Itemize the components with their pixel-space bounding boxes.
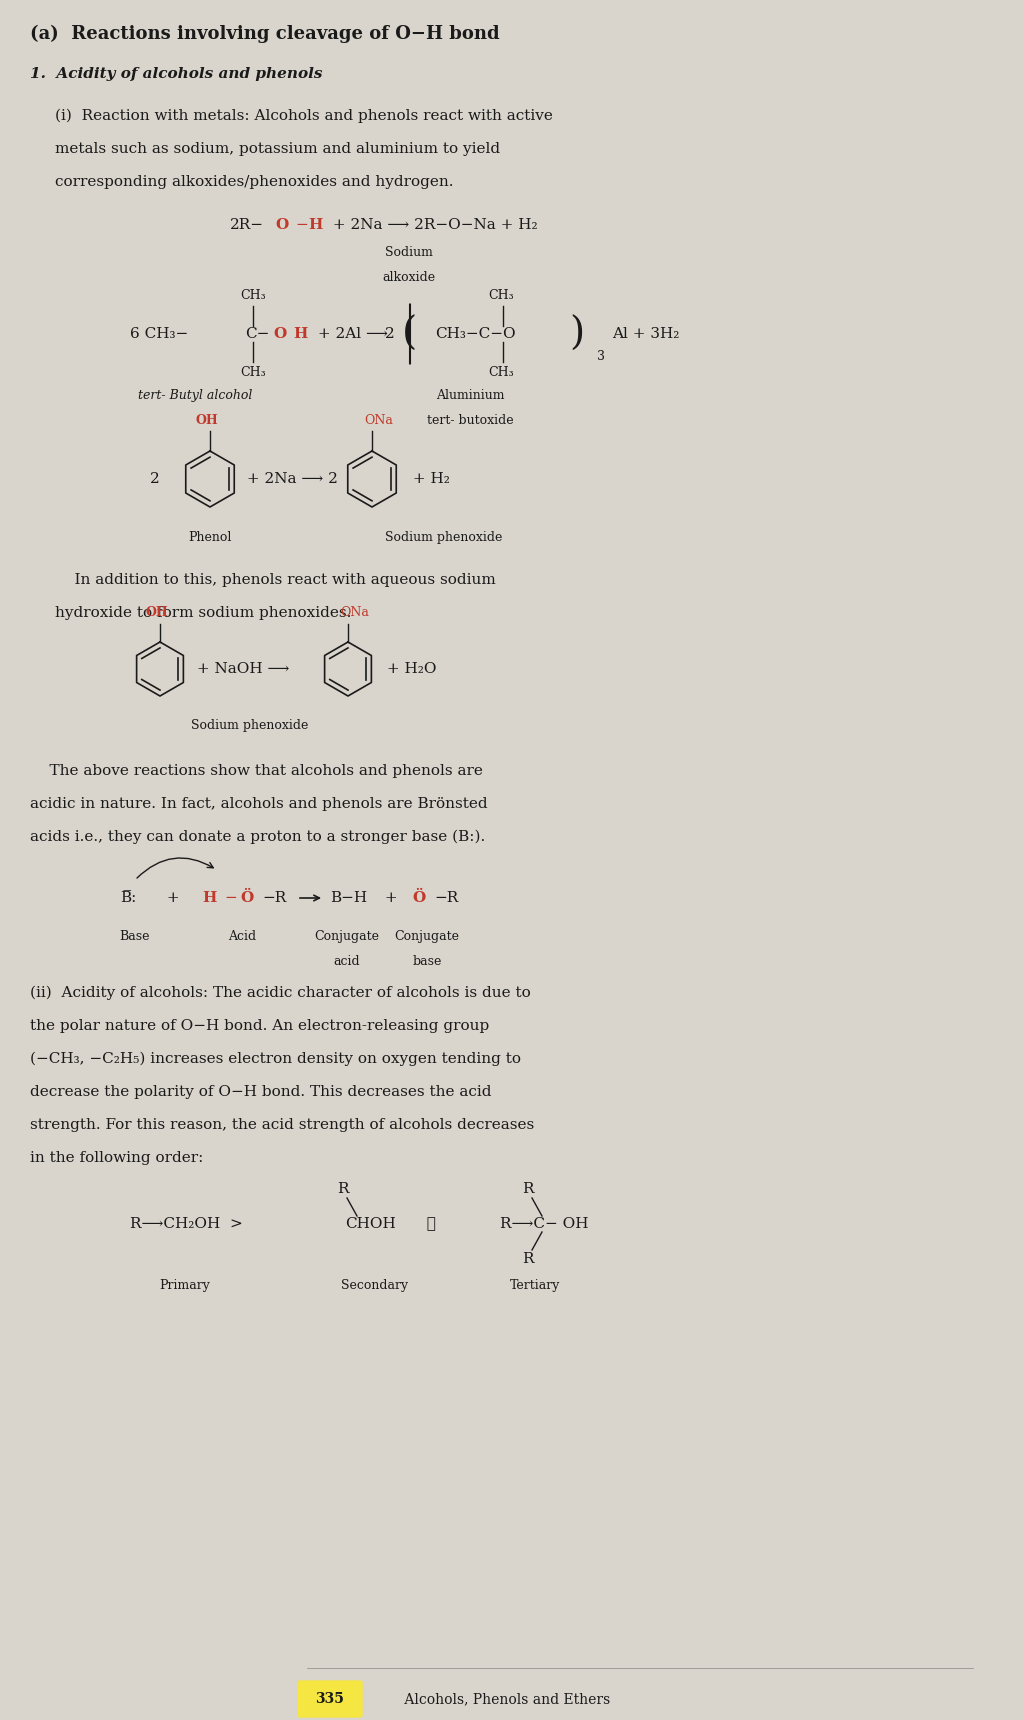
Text: + H₂: + H₂	[408, 471, 450, 487]
Text: +: +	[380, 891, 402, 905]
Text: OH: OH	[145, 605, 168, 619]
Text: O: O	[273, 327, 287, 341]
Text: −R: −R	[434, 891, 459, 905]
Text: + 2Na ⟶ 2R−O−Na + H₂: + 2Na ⟶ 2R−O−Na + H₂	[328, 218, 538, 232]
Text: R: R	[337, 1182, 348, 1195]
Text: acid: acid	[334, 955, 360, 968]
Text: The above reactions show that alcohols and phenols are: The above reactions show that alcohols a…	[30, 764, 483, 777]
Text: Al + 3H₂: Al + 3H₂	[612, 327, 679, 341]
Text: Sodium phenoxide: Sodium phenoxide	[385, 531, 503, 544]
Text: CHOH: CHOH	[345, 1218, 395, 1232]
Text: + 2Al ⟶: + 2Al ⟶	[313, 327, 388, 341]
Text: the polar nature of O−H bond. An electron-releasing group: the polar nature of O−H bond. An electro…	[30, 1018, 489, 1034]
Text: R: R	[522, 1182, 534, 1195]
Text: + NaOH ⟶: + NaOH ⟶	[193, 662, 290, 676]
Text: CH₃−C−O: CH₃−C−O	[435, 327, 516, 341]
Text: Acid: Acid	[228, 931, 256, 943]
Text: + H₂O: + H₂O	[382, 662, 436, 676]
Text: 2R−: 2R−	[230, 218, 264, 232]
Text: (: (	[402, 315, 418, 353]
Text: Conjugate: Conjugate	[394, 931, 460, 943]
Text: CH₃: CH₃	[240, 289, 265, 303]
Text: Sodium phenoxide: Sodium phenoxide	[191, 719, 308, 733]
Text: 335: 335	[315, 1692, 344, 1706]
Text: (−CH₃, −C₂H₅) increases electron density on oxygen tending to: (−CH₃, −C₂H₅) increases electron density…	[30, 1053, 521, 1066]
Text: CH₃: CH₃	[488, 366, 514, 378]
Text: ≫: ≫	[417, 1218, 436, 1232]
Text: R⟶C− OH: R⟶C− OH	[500, 1218, 589, 1232]
Text: Aluminium: Aluminium	[436, 389, 504, 402]
Text: In addition to this, phenols react with aqueous sodium: In addition to this, phenols react with …	[55, 573, 496, 587]
Text: CH₃: CH₃	[488, 289, 514, 303]
Text: alkoxide: alkoxide	[382, 272, 435, 284]
Text: ONa: ONa	[364, 415, 393, 427]
Text: tert- butoxide: tert- butoxide	[427, 415, 513, 427]
Text: Secondary: Secondary	[341, 1280, 409, 1292]
Text: R⟶CH₂OH  >: R⟶CH₂OH >	[130, 1218, 243, 1232]
Text: 2: 2	[150, 471, 160, 487]
Text: −: −	[295, 218, 308, 232]
Text: −R: −R	[262, 891, 287, 905]
Text: Conjugate: Conjugate	[314, 931, 380, 943]
Text: Sodium: Sodium	[385, 246, 433, 260]
Text: H: H	[202, 891, 216, 905]
Text: CH₃: CH₃	[240, 366, 265, 378]
Text: base: base	[413, 955, 441, 968]
Text: +: +	[162, 891, 184, 905]
Text: (i)  Reaction with metals: Alcohols and phenols react with active: (i) Reaction with metals: Alcohols and p…	[55, 108, 553, 124]
Text: hydroxide to form sodium phenoxides.: hydroxide to form sodium phenoxides.	[55, 605, 351, 619]
Text: Primary: Primary	[160, 1280, 211, 1292]
Text: O: O	[275, 218, 288, 232]
Text: 2: 2	[385, 327, 394, 341]
Text: Base: Base	[120, 931, 151, 943]
Text: 1.  Acidity of alcohols and phenols: 1. Acidity of alcohols and phenols	[30, 67, 323, 81]
Text: 6 CH₃−: 6 CH₃−	[130, 327, 188, 341]
Text: −: −	[224, 891, 237, 905]
Text: in the following order:: in the following order:	[30, 1151, 204, 1164]
Text: Phenol: Phenol	[188, 531, 231, 544]
Text: Alcohols, Phenols and Ethers: Alcohols, Phenols and Ethers	[400, 1692, 610, 1706]
Text: acids i.e., they can donate a proton to a stronger base (B:).: acids i.e., they can donate a proton to …	[30, 831, 485, 845]
Text: C−: C−	[245, 327, 269, 341]
Text: strength. For this reason, the acid strength of alcohols decreases: strength. For this reason, the acid stre…	[30, 1118, 535, 1132]
Text: corresponding alkoxides/phenoxides and hydrogen.: corresponding alkoxides/phenoxides and h…	[55, 175, 454, 189]
Text: (ii)  Acidity of alcohols: The acidic character of alcohols is due to: (ii) Acidity of alcohols: The acidic cha…	[30, 986, 530, 1001]
Text: B̅:: B̅:	[120, 891, 136, 905]
Text: B−H: B−H	[330, 891, 368, 905]
Text: OH: OH	[195, 415, 218, 427]
FancyBboxPatch shape	[298, 1680, 362, 1717]
Text: Ö: Ö	[240, 891, 253, 905]
Text: Tertiary: Tertiary	[510, 1280, 560, 1292]
Text: decrease the polarity of O−H bond. This decreases the acid: decrease the polarity of O−H bond. This …	[30, 1085, 492, 1099]
Text: H: H	[308, 218, 323, 232]
Text: Ö: Ö	[412, 891, 425, 905]
Text: R: R	[522, 1252, 534, 1266]
Text: ): )	[569, 315, 585, 353]
Text: H: H	[293, 327, 307, 341]
Text: metals such as sodium, potassium and aluminium to yield: metals such as sodium, potassium and alu…	[55, 143, 500, 157]
Text: (a)  Reactions involving cleavage of O−H bond: (a) Reactions involving cleavage of O−H …	[30, 26, 500, 43]
Text: + 2Na ⟶ 2: + 2Na ⟶ 2	[242, 471, 338, 487]
Text: 3: 3	[597, 349, 605, 363]
Text: tert- Butyl alcohol: tert- Butyl alcohol	[138, 389, 252, 402]
Text: ONa: ONa	[340, 605, 369, 619]
Text: acidic in nature. In fact, alcohols and phenols are Brönsted: acidic in nature. In fact, alcohols and …	[30, 796, 487, 812]
